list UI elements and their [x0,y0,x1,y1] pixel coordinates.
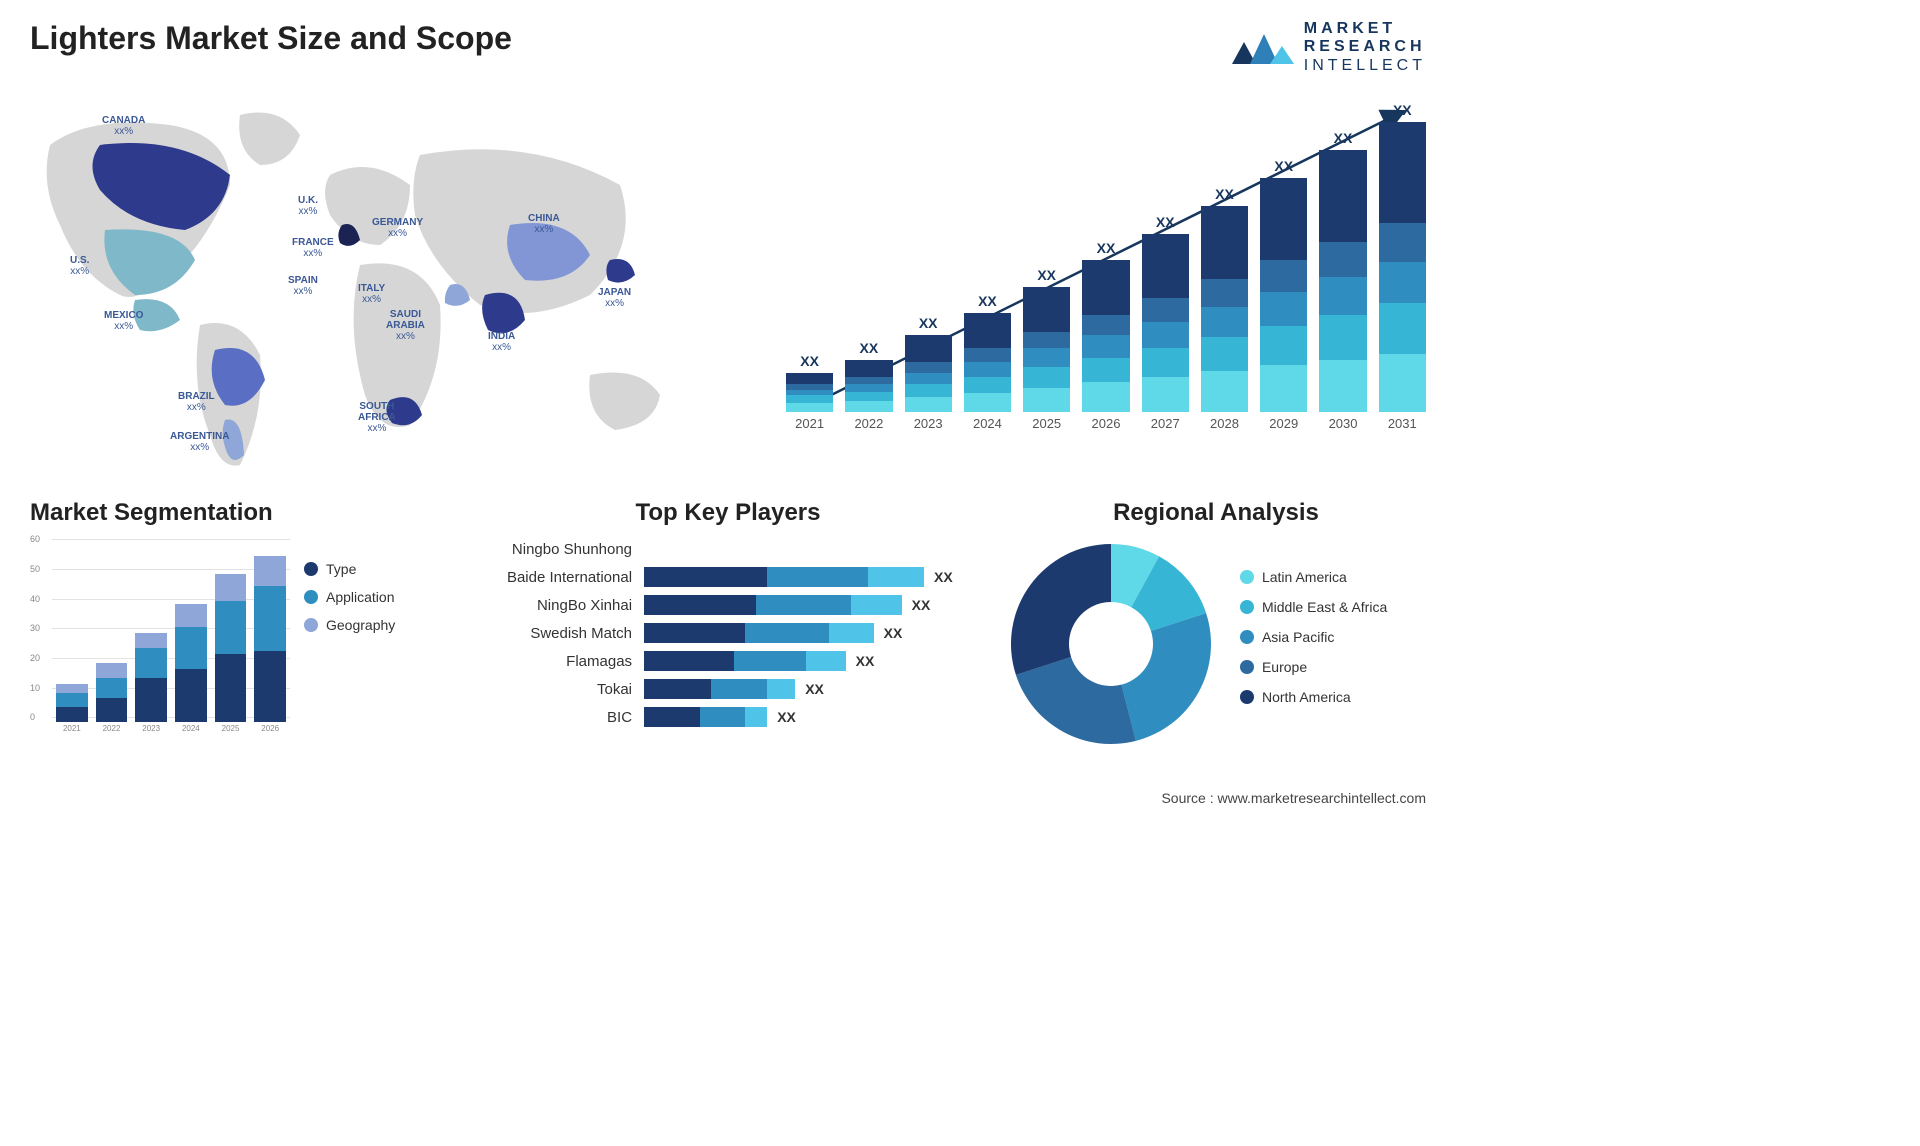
map-label: U.S.xx% [70,255,89,277]
segmentation-bar: 2022 [96,663,128,733]
map-label: ARGENTINAxx% [170,431,229,453]
growth-bar: XX 2031 [1379,102,1426,432]
growth-bar-year: 2030 [1329,416,1358,431]
segmentation-title: Market Segmentation [30,499,450,527]
growth-bar-year: 2026 [1092,416,1121,431]
regional-panel: Regional Analysis Latin America Middle Ea… [1006,499,1426,779]
growth-bar: XX 2022 [845,340,892,432]
growth-bar: XX 2025 [1023,267,1070,432]
donut-slice [1016,657,1136,744]
growth-bar-value: XX [1274,158,1293,174]
map-label: CANADAxx% [102,115,145,137]
map-label: JAPANxx% [598,287,631,309]
growth-bar-value: XX [1334,130,1353,146]
segmentation-bar: 2025 [215,574,247,733]
legend-item: Geography [304,617,395,633]
growth-bar-year: 2025 [1032,416,1061,431]
growth-bar-year: 2031 [1388,416,1417,431]
growth-bar-value: XX [1393,102,1412,118]
world-map-panel: CANADAxx% U.S.xx% MEXICOxx% BRAZILxx% ARGENT… [30,95,756,475]
growth-bar: XX 2023 [905,315,952,431]
growth-bar: XX 2026 [1082,240,1129,431]
segmentation-bar: 2024 [175,604,207,734]
map-label: SAUDIARABIAxx% [386,309,425,342]
segmentation-bar: 2021 [56,684,88,734]
legend-item: Application [304,589,395,605]
legend-item: Type [304,561,395,577]
logo-mark-icon [1230,24,1294,72]
growth-bar-year: 2023 [914,416,943,431]
brand-logo: MARKET RESEARCH INTELLECT [1230,20,1426,75]
segmentation-legend: Type Application Geography [304,561,395,749]
player-row: NingBo XinhaiXX [474,595,982,615]
donut-slice [1121,613,1211,741]
map-label: GERMANYxx% [372,217,423,239]
key-players-chart: Ningbo Shunhong Baide InternationalXX Ning… [474,539,982,727]
map-label: ITALYxx% [358,283,385,305]
growth-bar: XX 2021 [786,353,833,431]
growth-bar-value: XX [1097,240,1116,256]
legend-item: Middle East & Africa [1240,599,1387,615]
donut-slice [1011,544,1111,675]
map-label: BRAZILxx% [178,391,215,413]
growth-bar-value: XX [860,340,879,356]
player-row: TokaiXX [474,679,982,699]
growth-bar-year: 2022 [854,416,883,431]
player-row: Ningbo Shunhong [474,539,982,559]
map-label: SOUTHAFRICAxx% [358,401,396,434]
map-label: U.K.xx% [298,195,318,217]
growth-bar-value: XX [1037,267,1056,283]
growth-bar: XX 2029 [1260,158,1307,431]
segmentation-panel: Market Segmentation 01020304050602021202… [30,499,450,779]
player-row: Swedish MatchXX [474,623,982,643]
growth-bar-value: XX [800,353,819,369]
growth-bar-value: XX [978,293,997,309]
segmentation-chart: 0102030405060202120222023202420252026 [30,539,290,749]
source-label: Source : www.marketresearchintellect.com [1161,790,1426,806]
page-title: Lighters Market Size and Scope [30,20,512,57]
regional-legend: Latin America Middle East & Africa Asia Pa… [1240,569,1387,719]
growth-bar-value: XX [919,315,938,331]
regional-donut-chart [1006,539,1216,749]
growth-bar: XX 2024 [964,293,1011,431]
map-label: FRANCExx% [292,237,334,259]
logo-text: MARKET RESEARCH INTELLECT [1304,20,1426,75]
regional-title: Regional Analysis [1006,499,1426,527]
legend-item: Asia Pacific [1240,629,1387,645]
growth-bar-year: 2028 [1210,416,1239,431]
growth-bar: XX 2028 [1201,186,1248,431]
player-row: Baide InternationalXX [474,567,982,587]
map-label: MEXICOxx% [104,310,143,332]
player-row: FlamagasXX [474,651,982,671]
map-label: SPAINxx% [288,275,318,297]
growth-bar: XX 2027 [1142,214,1189,431]
segmentation-bar: 2026 [254,556,286,733]
growth-bar: XX 2030 [1319,130,1366,432]
growth-bar-year: 2027 [1151,416,1180,431]
legend-item: Latin America [1240,569,1387,585]
growth-bar-value: XX [1156,214,1175,230]
growth-bar-year: 2024 [973,416,1002,431]
growth-bar-year: 2029 [1269,416,1298,431]
map-label: INDIAxx% [488,331,515,353]
legend-item: North America [1240,689,1387,705]
growth-bar-value: XX [1215,186,1234,202]
player-row: BICXX [474,707,982,727]
key-players-panel: Top Key Players Ningbo Shunhong Baide Int… [474,499,982,779]
growth-bar-year: 2021 [795,416,824,431]
legend-item: Europe [1240,659,1387,675]
growth-chart-panel: XX 2021 XX 2022 XX 2023 XX 2024 XX 2025 XX 2026 XX 20… [786,95,1426,475]
map-japan [606,259,635,283]
segmentation-bar: 2023 [135,633,167,733]
key-players-title: Top Key Players [474,499,982,527]
map-label: CHINAxx% [528,213,560,235]
